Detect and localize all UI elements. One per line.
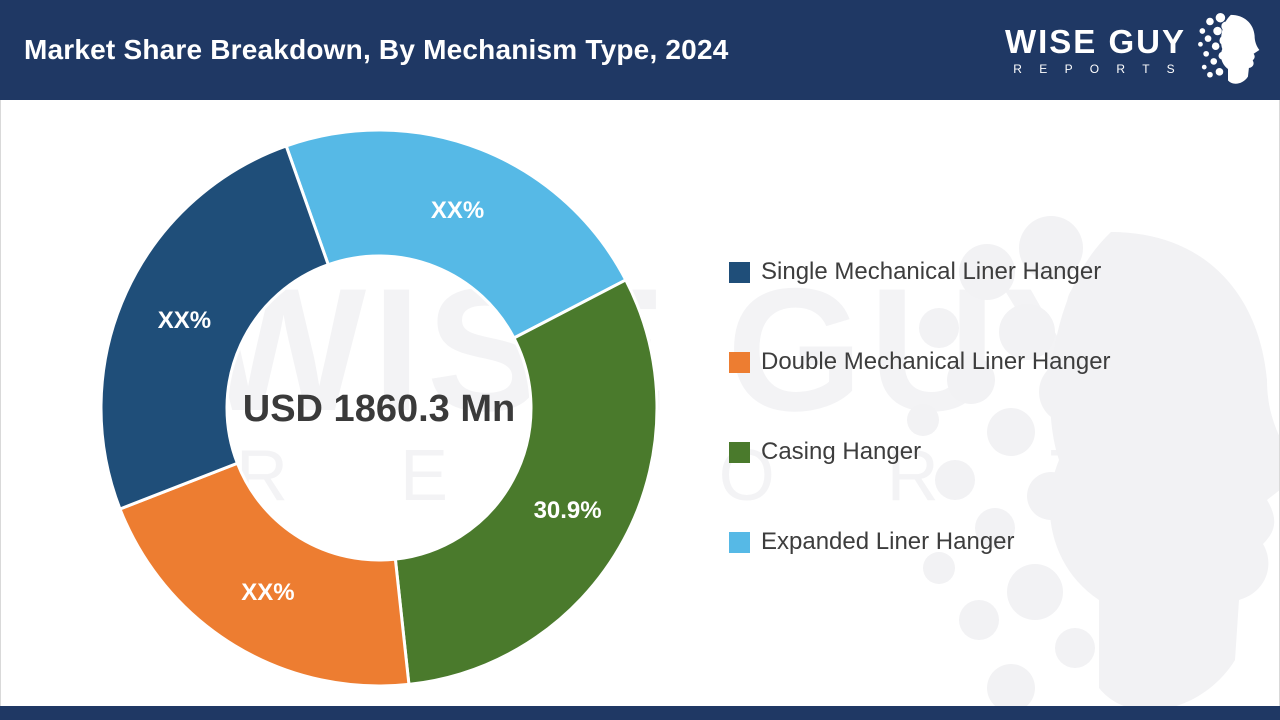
legend-label: Expanded Liner Hanger (761, 528, 1015, 555)
legend-swatch (729, 261, 750, 283)
legend-label: Single Mechanical Liner Hanger (761, 258, 1102, 285)
legend-swatch (729, 351, 750, 373)
wiseguy-logo-text: WISE GUY R E P O R T S (1004, 22, 1186, 76)
slice-label-2: XX% (241, 579, 294, 606)
legend-item-0[interactable]: Single Mechanical Liner Hanger (729, 258, 1111, 285)
chart-area: WISE GUY R E P O R T S USD 1860.3 Mn XX%… (0, 100, 1280, 706)
legend-item-1[interactable]: Double Mechanical Liner Hanger (729, 348, 1111, 375)
legend-item-3[interactable]: Expanded Liner Hanger (729, 528, 1111, 555)
donut-segment-0[interactable] (284, 128, 628, 341)
slice-label-3: XX% (158, 307, 211, 334)
legend-swatch (729, 441, 750, 463)
wiseguy-logo: WISE GUY R E P O R T S (1005, 12, 1264, 88)
logo-subtitle: R E P O R T S (1013, 61, 1182, 76)
donut-center-value: USD 1860.3 Mn (243, 388, 515, 430)
header-bar: Market Share Breakdown, By Mechanism Typ… (0, 0, 1280, 100)
legend-label: Double Mechanical Liner Hanger (761, 348, 1111, 375)
slice-label-1: 30.9% (534, 497, 602, 524)
slice-label-0: XX% (431, 197, 484, 224)
legend: Single Mechanical Liner Hanger Double Me… (729, 258, 1111, 619)
page-title: Market Share Breakdown, By Mechanism Typ… (24, 34, 729, 65)
donut-segment-3[interactable] (99, 144, 331, 511)
donut-chart: USD 1860.3 Mn XX% 30.9% XX% XX% (99, 128, 659, 688)
legend-item-2[interactable]: Casing Hanger (729, 438, 1111, 465)
footer-bar (0, 706, 1280, 720)
legend-label: Casing Hanger (761, 438, 922, 465)
donut-segment-1[interactable] (393, 277, 659, 687)
logo-wordmark: WISE GUY (1004, 22, 1186, 60)
wiseguy-face-watermark (907, 216, 1279, 706)
legend-swatch (729, 531, 750, 553)
wiseguy-face-icon (1198, 12, 1260, 84)
donut-segment-2[interactable] (118, 461, 411, 688)
